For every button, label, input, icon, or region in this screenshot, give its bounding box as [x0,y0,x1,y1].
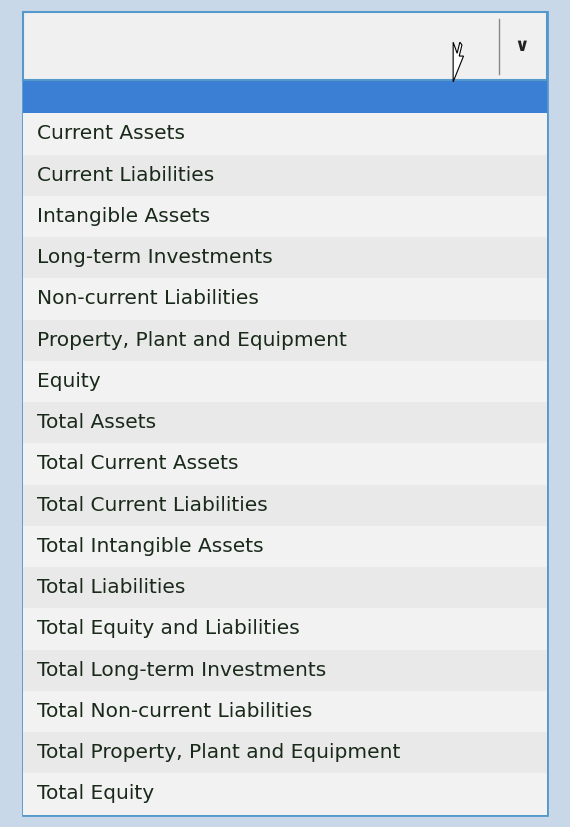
Text: Total Current Assets: Total Current Assets [37,455,239,473]
Text: Total Current Liabilities: Total Current Liabilities [37,495,268,514]
Text: Total Long-term Investments: Total Long-term Investments [37,661,326,680]
Bar [23,113,547,155]
Bar [23,649,547,691]
Bar [23,361,547,402]
Text: Total Equity and Liabilities: Total Equity and Liabilities [37,619,300,638]
Bar [23,196,547,237]
Text: Total Intangible Assets: Total Intangible Assets [37,537,264,556]
Bar [23,485,547,526]
Bar [23,691,547,732]
Text: Long-term Investments: Long-term Investments [37,248,273,267]
Text: Total Non-current Liabilities: Total Non-current Liabilities [37,702,312,721]
Bar [23,526,547,567]
Text: Equity: Equity [37,372,101,391]
Bar [23,80,547,113]
Polygon shape [453,42,463,82]
Bar [23,319,547,361]
Text: Total Assets: Total Assets [37,414,156,433]
Text: Non-current Liabilities: Non-current Liabilities [37,289,259,308]
Bar [23,443,547,485]
Bar [23,567,547,609]
Text: Intangible Assets: Intangible Assets [37,207,210,226]
Bar [23,155,547,196]
Bar [23,279,547,319]
Bar [23,12,547,80]
Bar [23,732,547,773]
Bar [23,609,547,649]
Bar [23,773,547,815]
Bar [23,402,547,443]
Text: Total Property, Plant and Equipment: Total Property, Plant and Equipment [37,743,400,762]
Text: Total Liabilities: Total Liabilities [37,578,185,597]
Bar [23,237,547,279]
Text: Current Liabilities: Current Liabilities [37,165,214,184]
Text: Property, Plant and Equipment: Property, Plant and Equipment [37,331,347,350]
Text: Total Equity: Total Equity [37,785,154,804]
Text: ∨: ∨ [514,37,529,55]
Text: Current Assets: Current Assets [37,124,185,143]
